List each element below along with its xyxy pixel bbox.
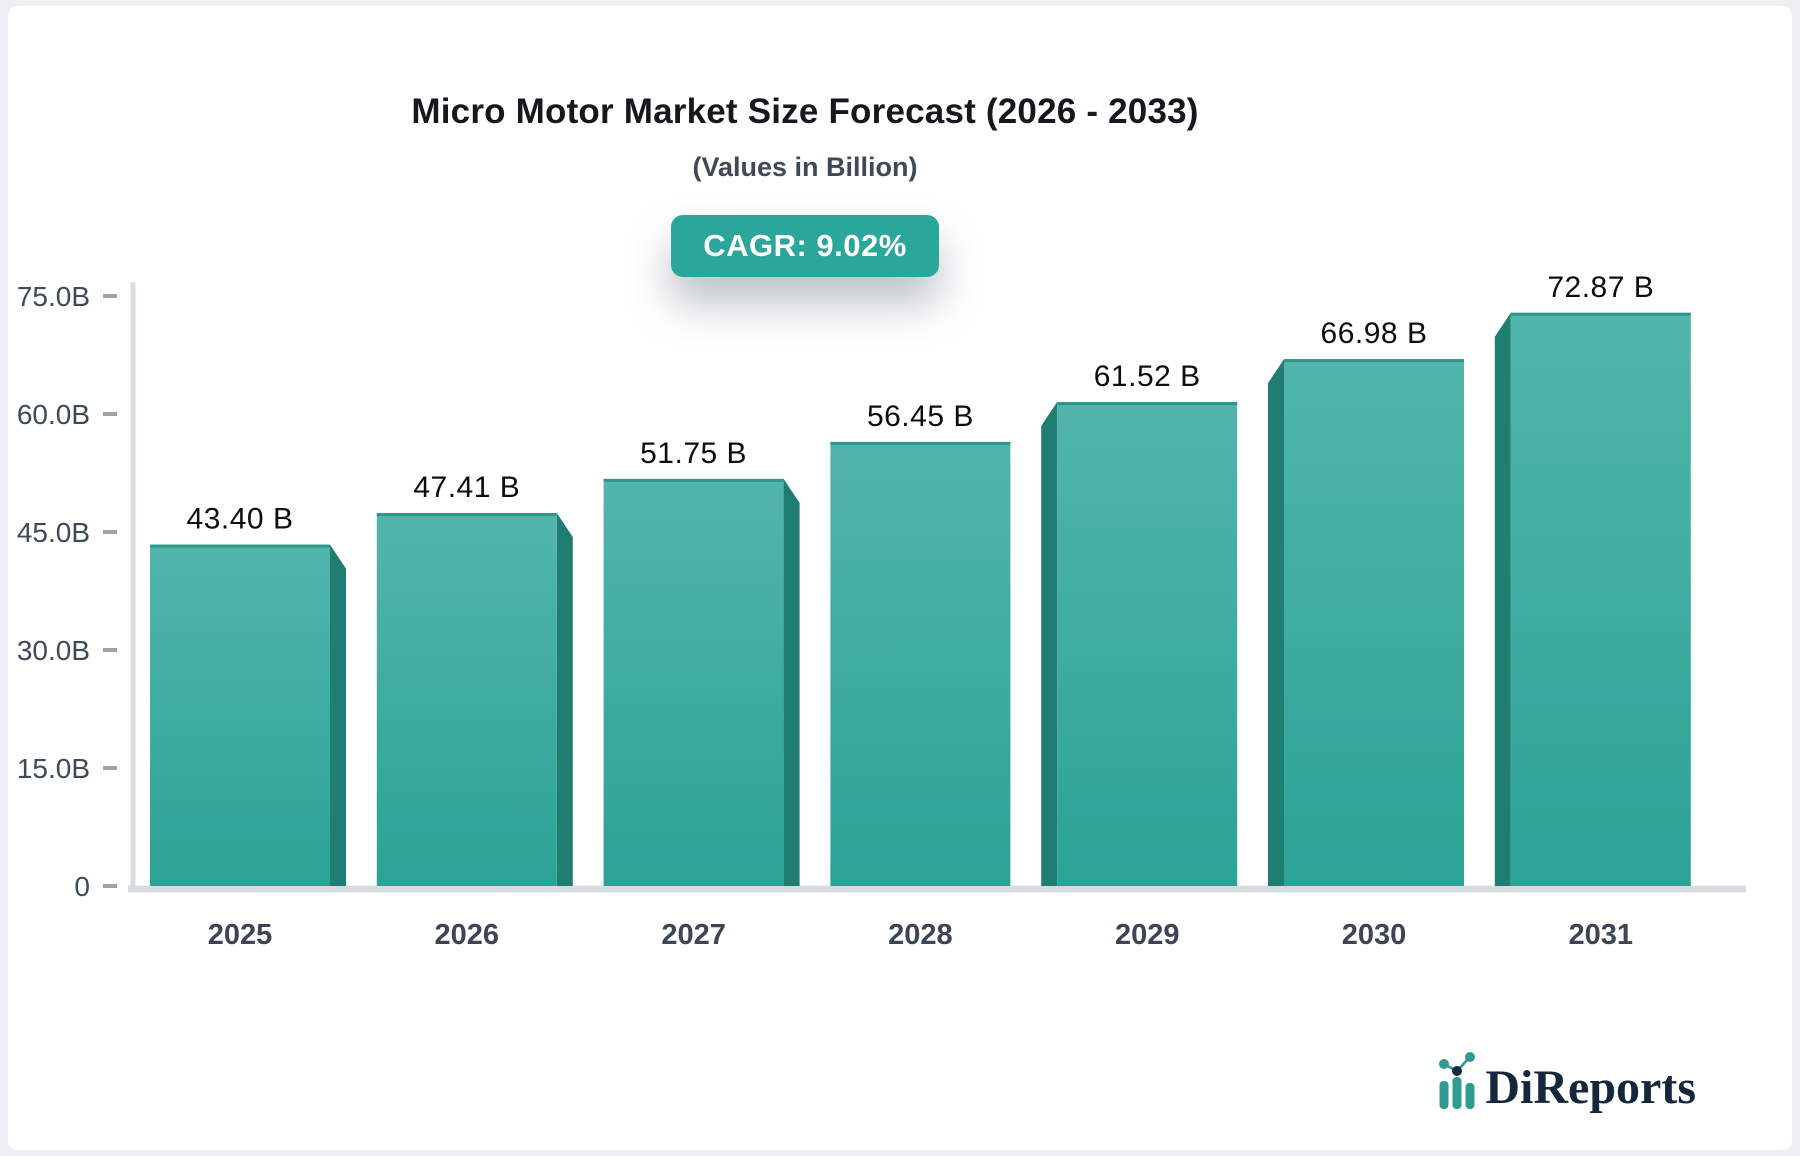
bar-side-face (1494, 312, 1511, 887)
y-tick-label: 15.0B (17, 753, 90, 784)
bar-value-label: 47.41 B (413, 471, 520, 504)
x-axis-label: 2025 (208, 919, 273, 951)
bar-value-label: 61.52 B (1094, 360, 1201, 393)
y-tick-label: 45.0B (17, 517, 90, 548)
bar-top-edge (150, 544, 330, 548)
bar-side-face (1041, 402, 1058, 886)
cagr-badge: CAGR: 9.02% (671, 215, 939, 277)
bar-2031 (1510, 312, 1691, 887)
direports-logo: DiReports (1439, 1048, 1696, 1112)
bar-side-face (556, 513, 573, 886)
bar-side-face (1268, 359, 1284, 886)
bar-value-label: 72.87 B (1547, 271, 1654, 304)
bar-value-label: 43.40 B (187, 503, 294, 536)
chart-header: Micro Motor Market Size Forecast (2026 -… (0, 92, 1610, 277)
bar-value-label: 56.45 B (867, 400, 974, 433)
bar-2025 (150, 544, 330, 886)
x-axis-label: 2026 (435, 919, 500, 951)
bar-2030 (1284, 359, 1464, 886)
y-tick-label: 0 (74, 871, 90, 902)
bar-2028 (830, 441, 1011, 886)
bar-2029 (1057, 402, 1238, 886)
bar-top-edge (603, 478, 784, 482)
x-axis-label: 2028 (888, 919, 953, 951)
bar-2026 (376, 513, 557, 886)
logo-text: DiReports (1485, 1061, 1696, 1114)
x-axis-label: 2029 (1115, 919, 1180, 951)
y-tick-label: 60.0B (17, 399, 90, 430)
bar-top-edge (830, 441, 1011, 445)
bar-top-edge (1510, 312, 1691, 316)
bar-top-edge (376, 513, 557, 517)
bar-side-face (783, 478, 800, 886)
bar-top-edge (1284, 359, 1464, 363)
chart-title: Micro Motor Market Size Forecast (2026 -… (411, 92, 1199, 131)
bar-2027 (603, 478, 784, 886)
bar-value-label: 66.98 B (1321, 317, 1428, 350)
mini-bar-line-chart-icon (1439, 1052, 1476, 1109)
bar-side-face (330, 544, 346, 886)
x-axis-label: 2031 (1569, 919, 1634, 951)
y-tick-label: 30.0B (17, 635, 90, 666)
plot-area: 0 15.0B 30.0B 45.0B 60.0B 75.0B 43.40 B 2025 47.… (17, 271, 1746, 951)
bar-value-label: 51.75 B (640, 437, 747, 470)
x-axis-label: 2030 (1342, 919, 1407, 951)
chart-subtitle: (Values in Billion) (692, 152, 918, 182)
x-axis-label: 2027 (661, 919, 726, 951)
y-tick-label: 75.0B (17, 281, 90, 312)
bar-top-edge (1057, 402, 1238, 406)
